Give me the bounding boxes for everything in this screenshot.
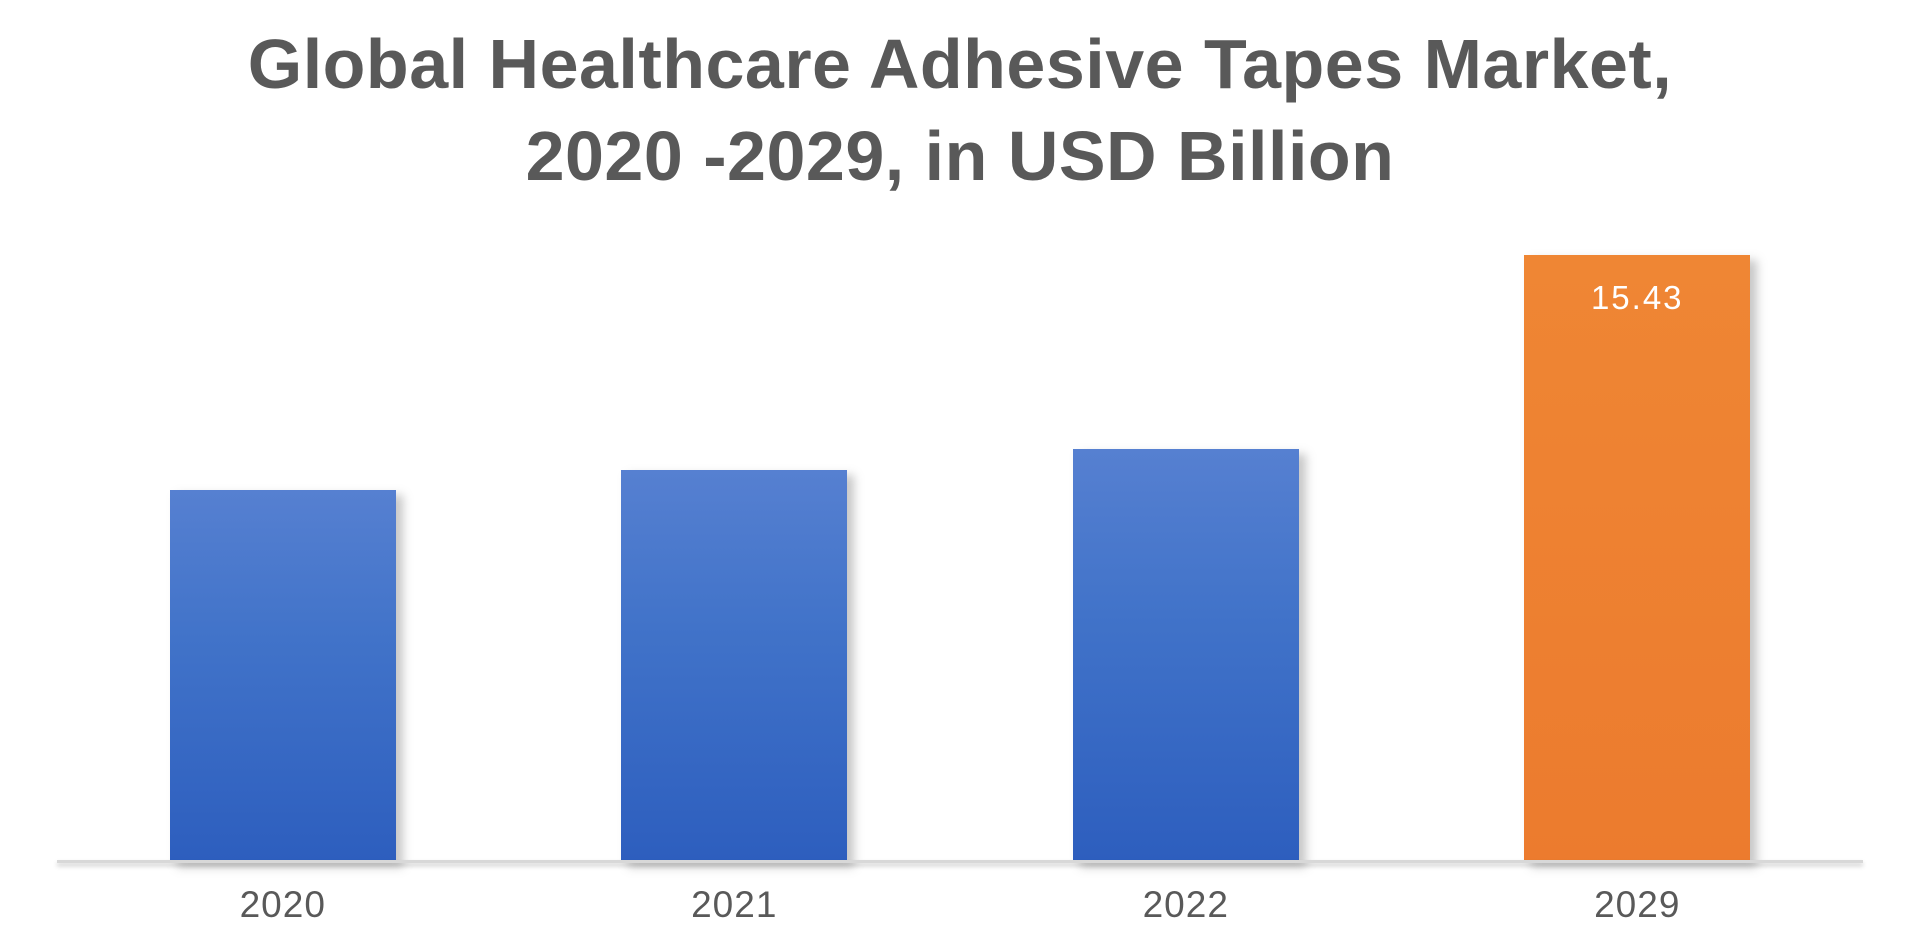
bar-slot-2021 <box>509 200 961 862</box>
bar-2021 <box>621 470 848 862</box>
x-axis-label-2022: 2022 <box>1142 884 1229 925</box>
x-axis-label-2020: 2020 <box>239 884 326 925</box>
x-axis-line <box>57 860 1863 863</box>
bar-2020 <box>169 490 396 862</box>
bar-slot-2029: 15.43 <box>1412 200 1864 862</box>
plot-area: 15.43 <box>57 200 1863 862</box>
data-label-2029: 15.43 <box>1590 279 1684 316</box>
chart-title-line-2: 2020 -2029, in USD Billion <box>525 117 1395 196</box>
x-axis-label-2029: 2029 <box>1594 884 1681 925</box>
bar-slot-2020 <box>57 200 509 862</box>
chart-title-line-1: Global Healthcare Adhesive Tapes Market, <box>247 25 1673 103</box>
x-axis-label-2021: 2021 <box>691 884 778 925</box>
bar-2022 <box>1072 449 1299 862</box>
chart-title: Global Healthcare Adhesive Tapes Market,… <box>0 18 1920 203</box>
x-axis-labels: 2020 2021 2022 2029 <box>57 884 1863 926</box>
bar-2029: 15.43 <box>1524 255 1751 862</box>
bar-slot-2022 <box>960 200 1412 862</box>
